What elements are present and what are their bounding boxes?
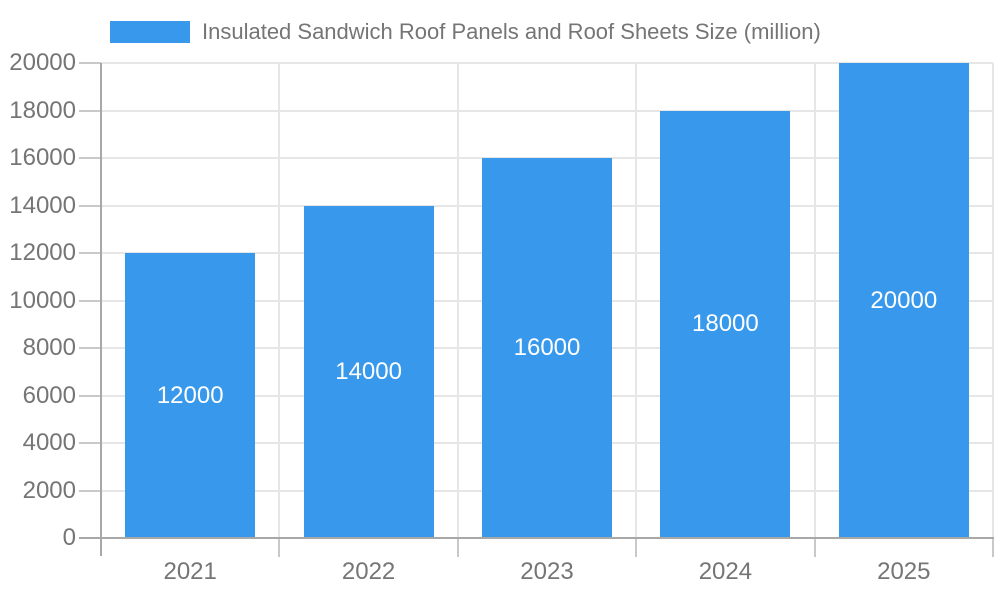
bar-value-label: 14000	[335, 357, 402, 385]
y-axis-tick	[79, 442, 101, 444]
v-gridline	[813, 63, 816, 538]
y-axis-tick	[79, 489, 101, 492]
bar-2022[interactable]: 14000	[303, 205, 434, 538]
x-axis-tick	[635, 538, 638, 557]
y-axis-tick	[79, 347, 101, 349]
x-axis-tick	[278, 538, 281, 557]
x-axis-tick	[813, 538, 816, 557]
y-axis-tick	[79, 252, 101, 254]
y-axis-tick-label: 20000	[9, 49, 76, 76]
y-axis-tick	[79, 109, 101, 112]
bar-value-label: 16000	[513, 334, 581, 361]
y-axis-tick	[79, 157, 101, 159]
x-axis-label: 2023	[520, 558, 574, 585]
x-axis-line	[79, 537, 994, 539]
y-axis-tick	[79, 62, 101, 64]
y-axis-tick	[79, 204, 101, 207]
y-axis-tick-label: 0	[62, 524, 76, 551]
x-axis-label: 2025	[877, 558, 931, 585]
h-gridline	[101, 62, 993, 64]
y-axis-tick-label: 8000	[22, 334, 76, 361]
legend-item[interactable]: Insulated Sandwich Roof Panels and Roof …	[110, 18, 821, 46]
bar-2024[interactable]: 18000	[660, 110, 791, 538]
y-axis-tick-label: 18000	[9, 96, 76, 124]
v-gridline	[992, 63, 994, 538]
h-gridline	[101, 109, 993, 112]
x-axis-tick	[992, 538, 994, 557]
bar-2023[interactable]: 16000	[482, 158, 612, 538]
y-axis-line	[100, 63, 102, 556]
legend-label: Insulated Sandwich Roof Panels and Roof …	[202, 19, 821, 44]
y-axis-tick-label: 6000	[22, 381, 76, 409]
bar-value-label: 20000	[870, 286, 938, 314]
y-axis-tick-label: 2000	[22, 476, 76, 504]
y-axis-tick-label: 10000	[9, 286, 76, 314]
bar-value-label: 12000	[156, 381, 224, 409]
v-gridline	[635, 63, 638, 538]
x-axis-label: 2024	[698, 558, 753, 585]
x-axis-label: 2022	[341, 558, 396, 585]
x-axis-tick	[456, 538, 459, 557]
y-axis-tick-label: 14000	[9, 191, 76, 219]
y-axis-tick	[79, 394, 101, 397]
y-axis-tick-label: 12000	[9, 239, 76, 266]
v-gridline	[456, 63, 459, 538]
y-axis-tick-label: 16000	[9, 144, 76, 171]
y-axis-tick	[79, 299, 101, 302]
bar-value-label: 18000	[692, 310, 759, 338]
x-axis-label: 2021	[163, 558, 217, 585]
bar-2021[interactable]: 12000	[125, 253, 256, 538]
bar-2025[interactable]: 20000	[838, 63, 969, 538]
y-axis-tick-label: 4000	[22, 429, 76, 456]
v-gridline	[278, 63, 281, 538]
legend-swatch	[110, 21, 190, 43]
